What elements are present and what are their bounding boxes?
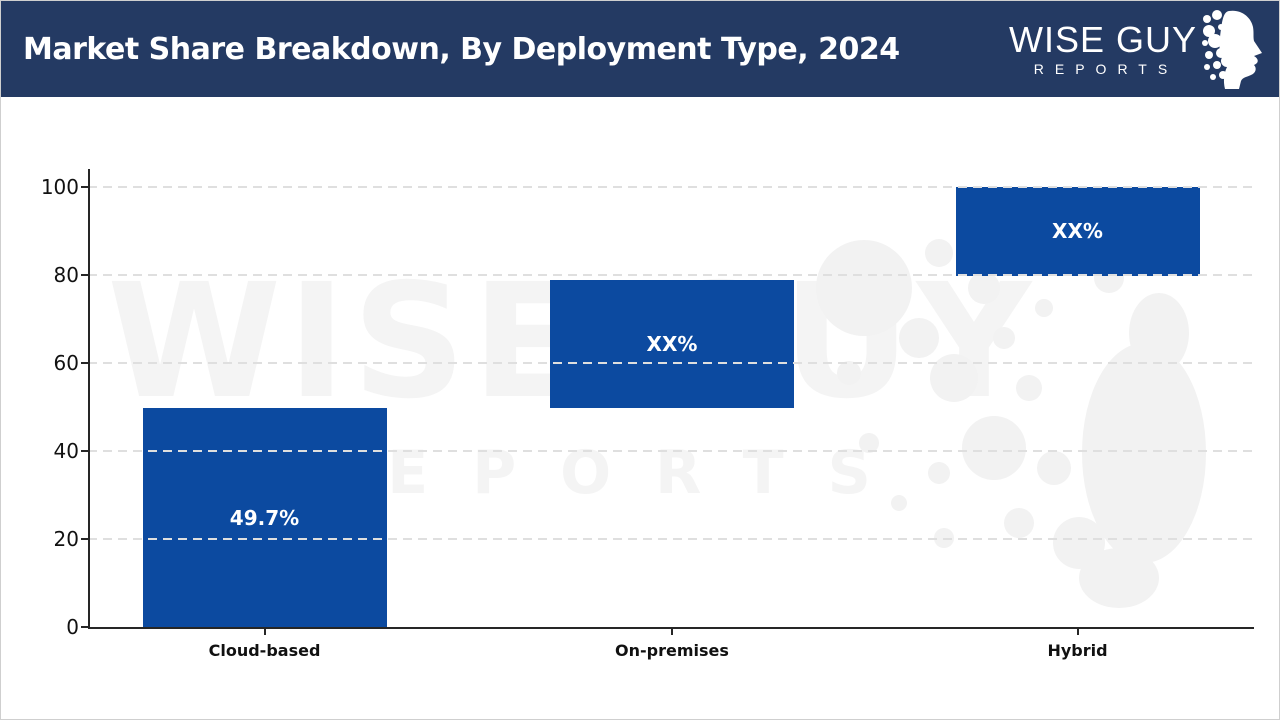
x-category-label: Cloud-based bbox=[208, 641, 321, 660]
y-tick-mark bbox=[81, 362, 88, 364]
gridline bbox=[88, 186, 1254, 188]
x-category-label: On-premises bbox=[615, 641, 729, 660]
bar-value-label: 49.7% bbox=[229, 505, 300, 530]
gridline bbox=[88, 538, 1254, 540]
header-bar: Market Share Breakdown, By Deployment Ty… bbox=[1, 1, 1279, 97]
bar-on-premises bbox=[550, 279, 794, 409]
y-tick-label: 100 bbox=[40, 175, 79, 199]
y-tick-label: 0 bbox=[66, 615, 79, 639]
gridline bbox=[88, 450, 1254, 452]
y-axis-line bbox=[88, 169, 90, 629]
y-tick-mark bbox=[81, 538, 88, 540]
logo-text-block: WISE GUY REPORTS bbox=[1008, 18, 1197, 77]
bar-hybrid bbox=[955, 187, 1200, 276]
y-tick-label: 80 bbox=[53, 263, 79, 287]
bar-value-label: XX% bbox=[1052, 219, 1103, 244]
wise-guy-logo: WISE GUY REPORTS bbox=[1009, 9, 1263, 89]
y-tick-label: 60 bbox=[53, 351, 79, 375]
x-category-label: Hybrid bbox=[1047, 641, 1108, 660]
x-tick-mark bbox=[1076, 628, 1079, 635]
logo-wordmark: WISE GUY bbox=[1008, 18, 1197, 60]
y-tick-mark bbox=[81, 186, 88, 188]
x-axis-line bbox=[88, 627, 1254, 629]
gridline bbox=[88, 274, 1254, 276]
logo-reports-label: REPORTS bbox=[1033, 60, 1179, 77]
bar-value-label: XX% bbox=[646, 332, 698, 357]
gridline bbox=[88, 362, 1254, 364]
y-tick-label: 20 bbox=[53, 527, 79, 551]
bar-cloud-based bbox=[142, 408, 387, 627]
y-tick-label: 40 bbox=[53, 439, 79, 463]
y-tick-mark bbox=[81, 450, 88, 452]
logo-face-icon bbox=[1202, 10, 1262, 89]
y-tick-mark bbox=[81, 274, 88, 276]
y-tick-mark bbox=[81, 626, 88, 628]
x-tick-mark bbox=[671, 628, 673, 635]
page-title: Market Share Breakdown, By Deployment Ty… bbox=[23, 31, 900, 67]
x-tick-mark bbox=[263, 628, 266, 635]
